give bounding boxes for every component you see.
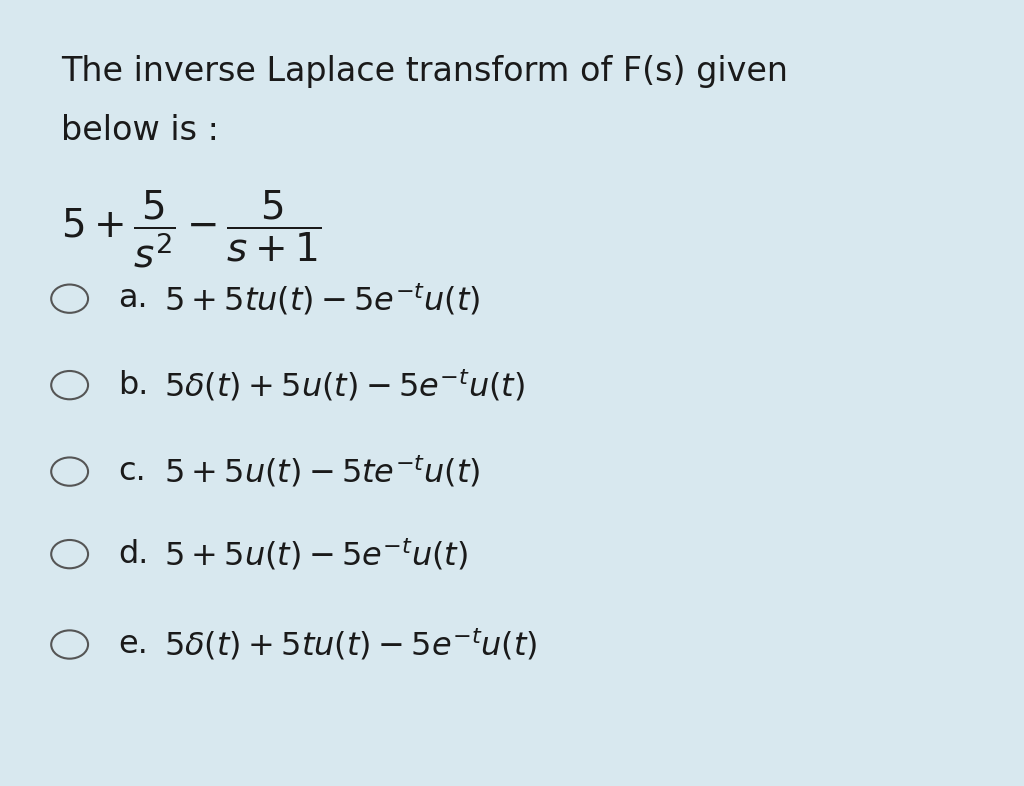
- Text: d.: d.: [118, 538, 148, 570]
- Text: $5+5u(t)-5te^{-t}u(t)$: $5+5u(t)-5te^{-t}u(t)$: [164, 454, 480, 490]
- Text: $5+\dfrac{5}{s^{2}}-\dfrac{5}{s+1}$: $5+\dfrac{5}{s^{2}}-\dfrac{5}{s+1}$: [61, 189, 322, 270]
- Text: e.: e.: [118, 629, 147, 660]
- Text: a.: a.: [118, 283, 147, 314]
- Text: $5+5tu(t)-5e^{-t}u(t)$: $5+5tu(t)-5e^{-t}u(t)$: [164, 281, 480, 317]
- Text: c.: c.: [118, 456, 145, 487]
- Text: $5\delta(t)+5u(t)-5e^{-t}u(t)$: $5\delta(t)+5u(t)-5e^{-t}u(t)$: [164, 367, 525, 403]
- Text: below is :: below is :: [61, 114, 219, 147]
- Text: $5+5u(t)-5e^{-t}u(t)$: $5+5u(t)-5e^{-t}u(t)$: [164, 536, 468, 572]
- Text: The inverse Laplace transform of F(s) given: The inverse Laplace transform of F(s) gi…: [61, 55, 788, 88]
- Text: $5\delta(t)+5tu(t)-5e^{-t}u(t)$: $5\delta(t)+5tu(t)-5e^{-t}u(t)$: [164, 626, 538, 663]
- Text: b.: b.: [118, 369, 148, 401]
